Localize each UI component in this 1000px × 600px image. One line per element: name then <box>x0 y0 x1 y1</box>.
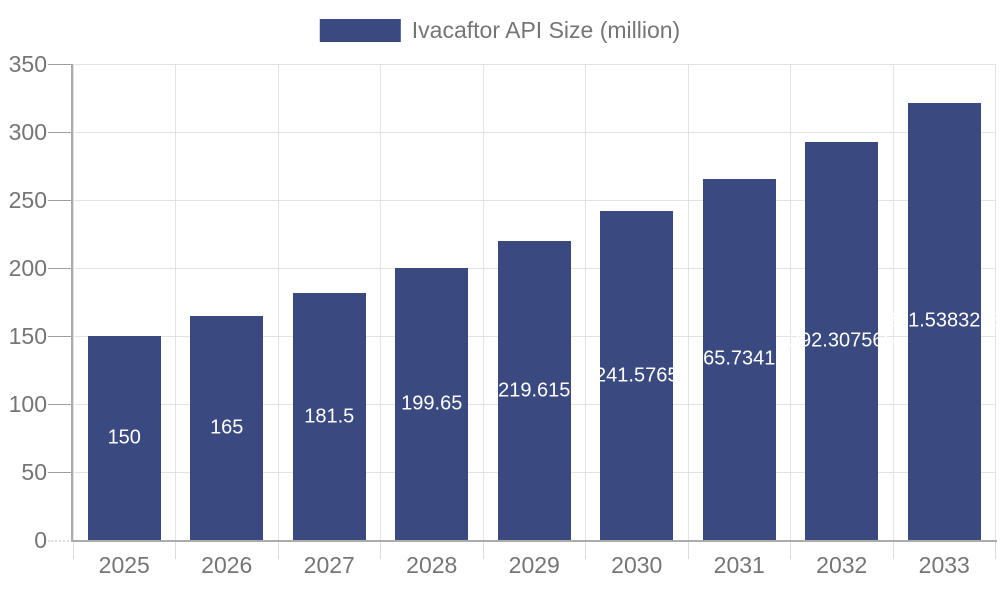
gridline-v <box>72 64 74 540</box>
x-axis-label: 2029 <box>508 552 560 578</box>
y-axis-label: 200 <box>8 255 47 281</box>
x-axis-tick <box>175 542 176 559</box>
y-axis-tick <box>48 200 73 201</box>
y-axis-tick <box>48 64 73 65</box>
bar-value-label: 165 <box>210 416 244 439</box>
gridline-h <box>73 199 996 201</box>
x-axis-label: 2028 <box>406 552 458 578</box>
gridline-v <box>892 64 894 540</box>
y-axis-label: 350 <box>8 51 47 77</box>
bar <box>190 315 264 540</box>
y-axis-label: 300 <box>8 119 47 145</box>
legend-swatch[interactable] <box>319 18 401 42</box>
x-axis-tick <box>585 542 586 559</box>
bar <box>395 268 469 540</box>
bar <box>497 241 571 540</box>
bar <box>87 336 161 540</box>
bar-value-label: 219.615 <box>498 379 571 402</box>
legend-label: Ivacaftor API Size (million) <box>411 17 681 43</box>
y-axis-tick <box>48 268 73 269</box>
x-axis-tick <box>790 542 791 559</box>
y-axis-tick <box>48 336 73 337</box>
x-axis-tick <box>482 542 484 559</box>
bar <box>702 178 776 540</box>
bar <box>907 102 981 540</box>
x-axis-label: 2026 <box>201 552 253 578</box>
gridline-v <box>277 64 279 540</box>
y-axis-label: 0 <box>34 527 47 553</box>
y-axis-label: 150 <box>8 323 47 349</box>
bar-value-label: 292.307565 <box>788 329 895 352</box>
gridline-v <box>687 64 689 540</box>
bar-value-label: 321.5383215 <box>885 309 1000 332</box>
x-axis-tick <box>892 542 894 559</box>
gridline-h <box>73 63 996 65</box>
bar-value-label: 265.73415 <box>691 347 787 370</box>
y-axis-tick <box>48 540 73 542</box>
y-axis-tick <box>48 404 73 405</box>
y-axis-label: 100 <box>8 391 47 417</box>
bar-value-label: 241.5765 <box>595 364 679 387</box>
x-axis-tick <box>277 542 279 559</box>
gridline-v <box>790 64 791 540</box>
gridline-v <box>585 64 586 540</box>
bar <box>292 293 366 540</box>
legend-item[interactable]: Ivacaftor API Size (million) <box>319 17 681 43</box>
x-axis-line <box>71 540 997 542</box>
x-axis-tick <box>687 542 689 559</box>
x-axis-tick <box>72 542 74 559</box>
x-axis-label: 2031 <box>713 552 765 578</box>
x-axis-label: 2025 <box>98 552 150 578</box>
gridline-v <box>380 64 381 540</box>
gridline-v <box>482 64 484 540</box>
y-axis-line <box>71 64 73 542</box>
x-axis-tick <box>995 542 996 559</box>
x-axis-tick <box>380 542 381 559</box>
x-axis-label: 2027 <box>303 552 355 578</box>
y-axis-label: 250 <box>8 187 47 213</box>
y-axis-label: 50 <box>21 459 47 485</box>
x-axis-label: 2032 <box>816 552 868 578</box>
bar-value-label: 181.5 <box>304 405 355 428</box>
gridline-v <box>175 64 176 540</box>
bar-value-label: 199.65 <box>401 392 463 415</box>
y-axis-tick <box>48 472 73 473</box>
y-axis-tick <box>48 132 73 133</box>
gridline-h <box>73 131 996 133</box>
bar-value-label: 150 <box>107 426 141 449</box>
x-axis-label: 2033 <box>918 552 970 578</box>
bar <box>805 142 879 540</box>
bar <box>600 211 674 540</box>
x-axis-label: 2030 <box>611 552 663 578</box>
gridline-v <box>995 64 996 540</box>
